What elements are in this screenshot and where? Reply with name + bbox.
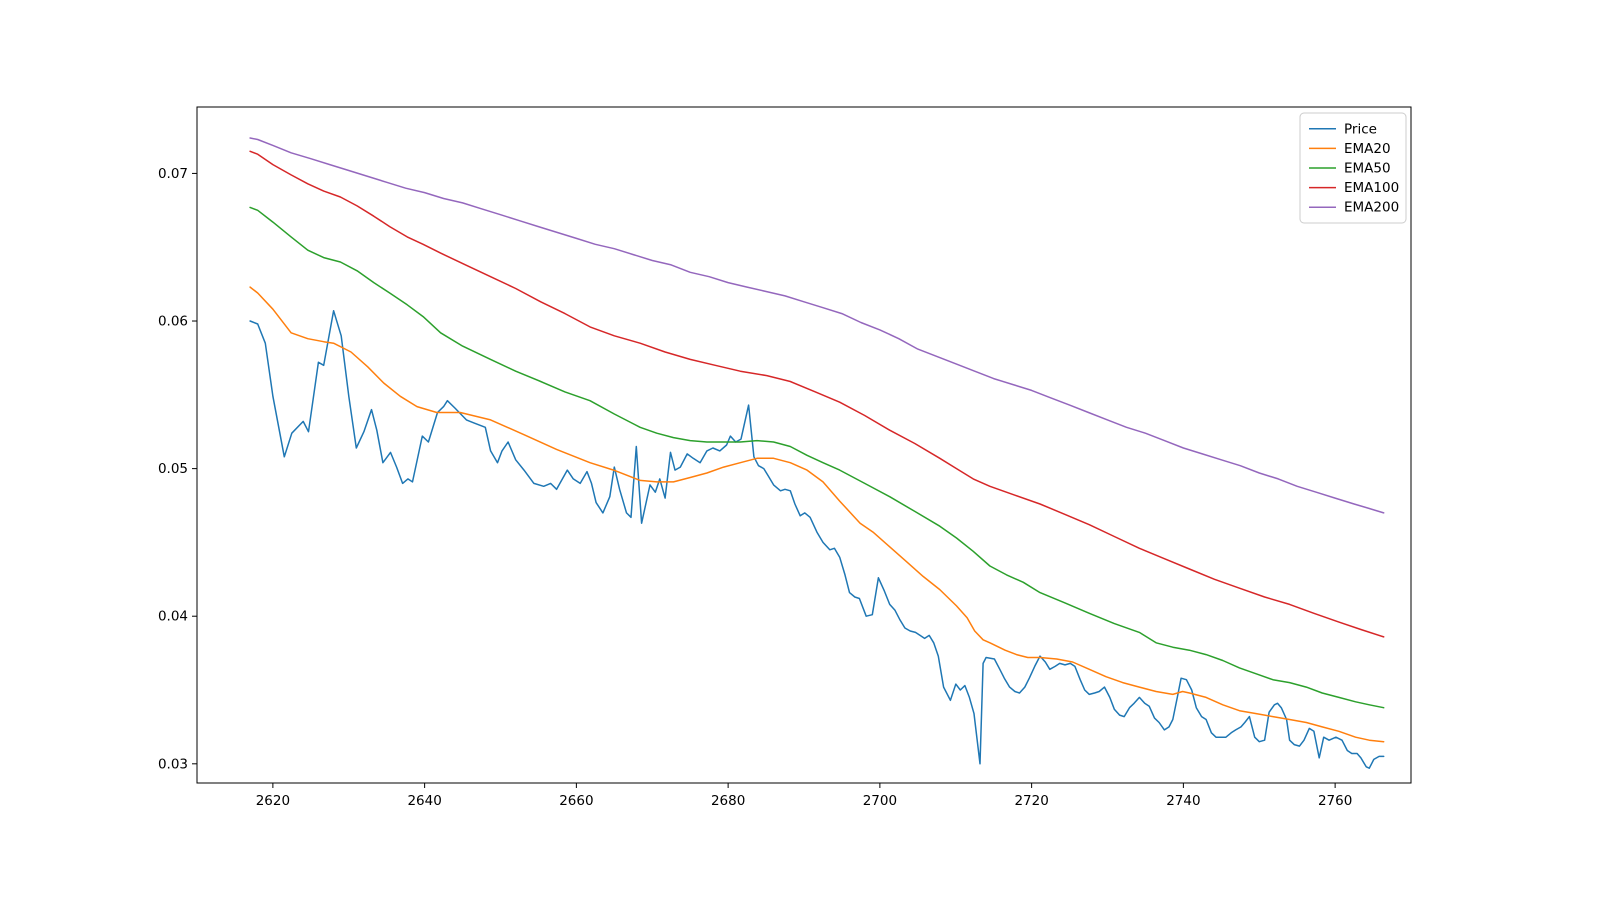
y-axis-tick-label: 0.04: [158, 609, 188, 625]
plot-border: [196, 106, 1412, 784]
y-axis-tick-label: 0.06: [158, 314, 188, 330]
series-line-ema100: [249, 150, 1385, 638]
x-axis-tick-label: 2720: [1014, 793, 1048, 809]
series-line-price: [249, 309, 1385, 769]
legend-label: EMA100: [1344, 180, 1399, 196]
series-line-ema20: [249, 286, 1385, 743]
series-line-ema50: [249, 206, 1385, 709]
legend: Price EMA20 EMA50 EMA100 EMA200: [1299, 112, 1407, 224]
legend-label: EMA50: [1344, 161, 1391, 177]
x-axis-tick-label: 2680: [711, 793, 745, 809]
y-axis-tick-label: 0.03: [158, 756, 188, 772]
legend-box: [1299, 112, 1407, 224]
series-line-ema200: [249, 137, 1385, 514]
x-axis-tick-label: 2660: [559, 793, 593, 809]
x-axis-tick-label: 2760: [1318, 793, 1352, 809]
legend-label: EMA200: [1344, 200, 1399, 216]
x-axis-tick-label: 2700: [863, 793, 897, 809]
x-axis-tick-label: 2620: [256, 793, 290, 809]
legend-entry-price: Price: [1309, 121, 1377, 137]
y-axis-tick-label: 0.05: [158, 461, 188, 477]
legend-label: EMA20: [1344, 141, 1391, 157]
y-axis-tick-label: 0.07: [158, 166, 188, 182]
legend-entry-ema20: EMA20: [1309, 141, 1391, 157]
x-axis-tick-label: 2640: [407, 793, 441, 809]
legend-label: Price: [1344, 121, 1377, 137]
x-axis-tick-label: 2740: [1166, 793, 1200, 809]
legend-entry-ema200: EMA200: [1309, 200, 1399, 216]
legend-entry-ema50: EMA50: [1309, 161, 1391, 177]
legend-entry-ema100: EMA100: [1309, 180, 1399, 196]
